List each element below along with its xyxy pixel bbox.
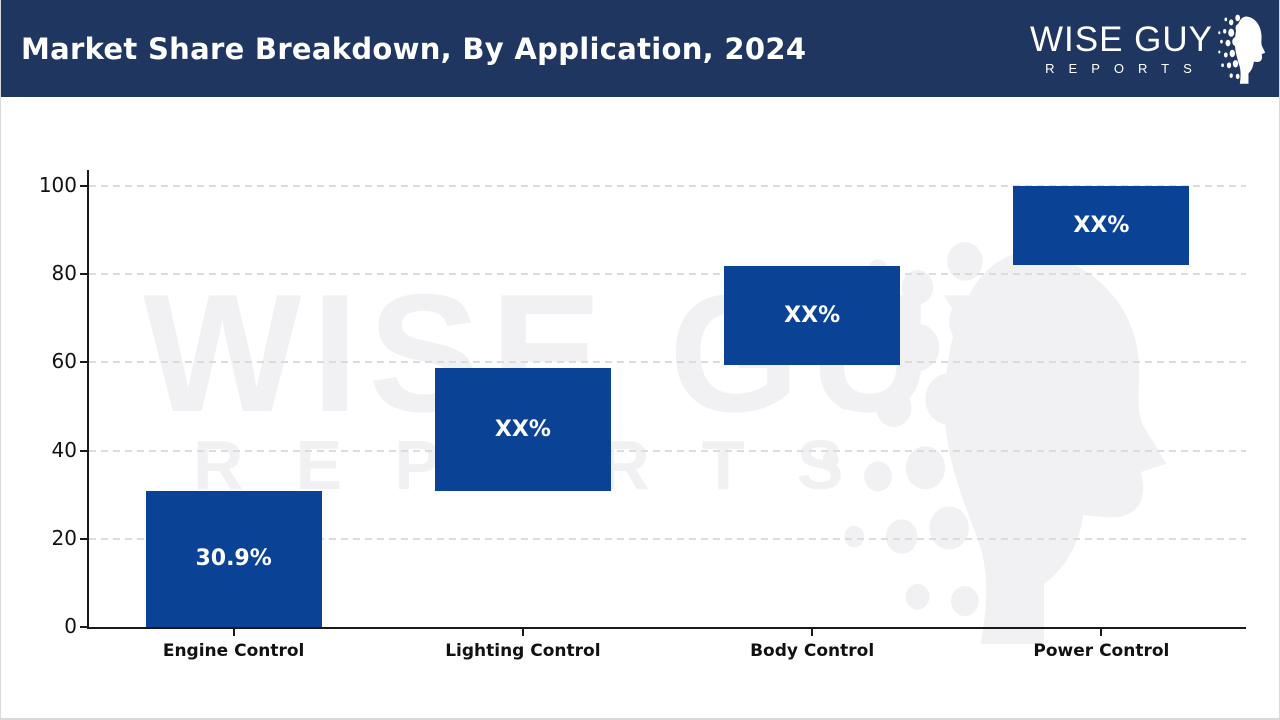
grid-line xyxy=(89,273,1246,276)
y-tick-label: 0 xyxy=(64,614,77,638)
x-tick-label: Engine Control xyxy=(162,641,305,661)
bar-value-label: 30.9% xyxy=(195,546,272,572)
x-axis-tick xyxy=(232,629,235,636)
y-axis-line xyxy=(87,170,89,629)
y-tick-label: 40 xyxy=(51,437,77,462)
logo-reports-text: REPORTS xyxy=(1045,61,1206,76)
bar: 30.9% xyxy=(145,490,322,627)
brand-logo: WISE GUY REPORTS xyxy=(1030,12,1269,86)
y-axis-tick xyxy=(80,185,87,187)
x-axis-tick xyxy=(811,629,814,636)
y-axis-tick xyxy=(80,361,87,364)
y-tick-label: 20 xyxy=(51,525,77,550)
bar: XX% xyxy=(1013,186,1190,265)
bar-value-label: XX% xyxy=(1073,212,1130,238)
grid-line xyxy=(89,537,1246,540)
logo-wordmark: WISE GUY REPORTS xyxy=(1030,22,1213,75)
y-tick-label: 60 xyxy=(51,349,77,374)
y-tick-label: 100 xyxy=(38,173,77,197)
y-axis-tick xyxy=(80,273,87,276)
chart-title: Market Share Breakdown, By Application, … xyxy=(21,31,807,66)
x-tick-label: Body Control xyxy=(750,641,875,661)
bar-value-label: XX% xyxy=(494,416,551,442)
bar: XX% xyxy=(724,265,901,366)
bar-value-label: XX% xyxy=(784,303,841,329)
x-tick-label: Lighting Control xyxy=(445,641,601,661)
dotted-head-icon xyxy=(1218,14,1266,84)
y-axis-tick xyxy=(80,449,87,452)
y-tick-label: 80 xyxy=(51,261,77,286)
bar: XX% xyxy=(434,368,611,491)
header-bar: Market Share Breakdown, By Application, … xyxy=(1,0,1279,97)
y-axis-tick xyxy=(80,626,87,628)
x-axis-tick xyxy=(1100,629,1103,636)
plot-area: 0 20 40 60 80 100 30.9% Engine Control XX% Lighti… xyxy=(1,97,1279,718)
logo-name-text: WISE GUY xyxy=(1029,20,1213,59)
grid-line xyxy=(89,185,1246,187)
grid-line xyxy=(89,449,1246,452)
y-axis-tick xyxy=(80,537,87,540)
x-tick-label: Power Control xyxy=(1033,641,1170,661)
grid-line xyxy=(89,361,1246,364)
x-axis-line xyxy=(87,627,1246,629)
chart-canvas: WISE GUY REPORTS 02040608010030.9%Engine… xyxy=(1,97,1279,718)
x-axis-tick xyxy=(521,629,524,636)
